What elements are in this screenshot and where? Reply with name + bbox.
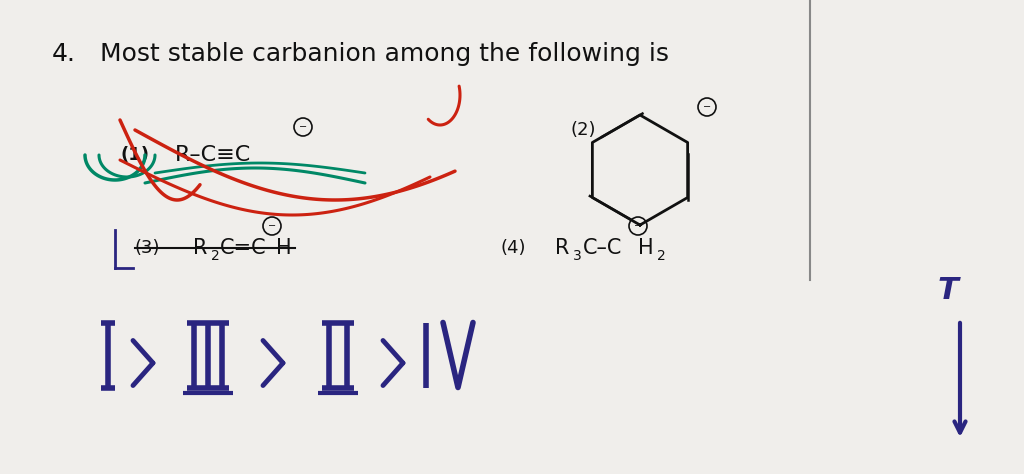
Text: 3: 3: [573, 249, 582, 263]
Text: −: −: [702, 102, 711, 112]
Text: 2: 2: [211, 249, 220, 263]
Text: (4): (4): [500, 239, 525, 257]
Text: H: H: [276, 238, 292, 258]
Text: (1): (1): [120, 146, 150, 164]
Text: −: −: [634, 221, 642, 231]
Text: R: R: [555, 238, 569, 258]
Text: R–C≡C: R–C≡C: [175, 145, 251, 165]
Text: 4.: 4.: [52, 42, 76, 66]
Text: H: H: [638, 238, 653, 258]
Text: 2: 2: [657, 249, 666, 263]
Text: (2): (2): [570, 121, 596, 139]
Text: −: −: [299, 122, 307, 132]
Text: −: −: [268, 221, 276, 231]
Text: Most stable carbanion among the following is: Most stable carbanion among the followin…: [100, 42, 669, 66]
Text: C–C: C–C: [583, 238, 623, 258]
Text: (3): (3): [135, 239, 161, 257]
Text: T: T: [938, 276, 958, 305]
Text: C=C: C=C: [220, 238, 266, 258]
Text: R: R: [193, 238, 208, 258]
